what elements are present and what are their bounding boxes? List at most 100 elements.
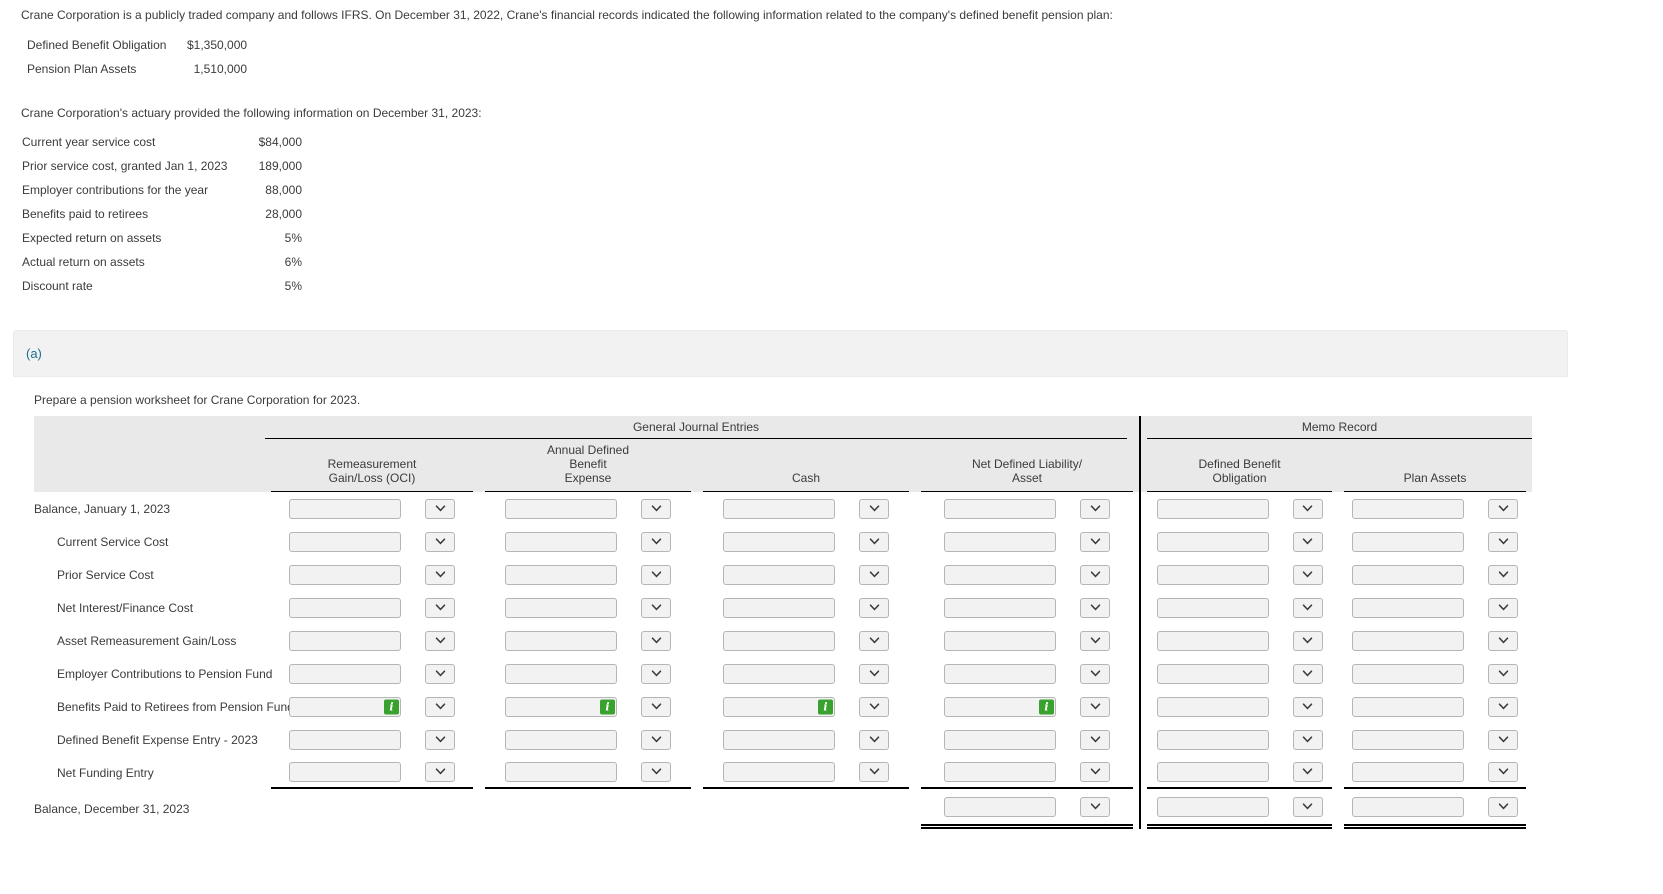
cell-select[interactable] xyxy=(1292,531,1323,552)
cell-input[interactable] xyxy=(1352,531,1465,552)
cell-select[interactable] xyxy=(1080,796,1110,817)
cell-select[interactable] xyxy=(1292,696,1323,717)
cell-input[interactable] xyxy=(944,696,1056,717)
cell-select[interactable] xyxy=(859,663,889,684)
cell-select[interactable] xyxy=(1080,696,1110,717)
cell-select[interactable] xyxy=(859,531,889,552)
cell-select[interactable] xyxy=(641,663,671,684)
cell-input[interactable] xyxy=(944,597,1056,618)
info-icon[interactable]: i xyxy=(600,699,615,714)
cell-input[interactable] xyxy=(1352,729,1465,750)
info-icon[interactable]: i xyxy=(384,699,399,714)
cell-input[interactable] xyxy=(1156,761,1269,782)
cell-input[interactable] xyxy=(944,729,1056,750)
cell-select[interactable] xyxy=(425,761,455,782)
cell-select[interactable] xyxy=(425,531,455,552)
cell-input[interactable] xyxy=(723,696,835,717)
cell-input[interactable] xyxy=(723,597,835,618)
cell-select[interactable] xyxy=(1292,729,1323,750)
cell-input[interactable] xyxy=(505,663,617,684)
cell-input[interactable] xyxy=(723,531,835,552)
cell-select[interactable] xyxy=(1292,498,1323,519)
cell-input[interactable] xyxy=(1352,564,1465,585)
cell-select[interactable] xyxy=(641,564,671,585)
cell-select[interactable] xyxy=(425,696,455,717)
cell-input[interactable] xyxy=(1156,796,1269,817)
cell-select[interactable] xyxy=(1080,761,1110,782)
part-a-section-header[interactable]: (a) xyxy=(13,330,1568,377)
cell-input[interactable] xyxy=(289,531,401,552)
cell-select[interactable] xyxy=(425,597,455,618)
cell-input[interactable] xyxy=(289,729,401,750)
cell-select[interactable] xyxy=(425,663,455,684)
cell-input[interactable] xyxy=(1352,663,1465,684)
cell-select[interactable] xyxy=(859,729,889,750)
cell-select[interactable] xyxy=(859,630,889,651)
cell-input[interactable] xyxy=(289,696,401,717)
cell-select[interactable] xyxy=(425,564,455,585)
cell-select[interactable] xyxy=(1488,761,1519,782)
cell-input[interactable] xyxy=(289,663,401,684)
cell-input[interactable] xyxy=(944,531,1056,552)
cell-input[interactable] xyxy=(723,564,835,585)
cell-select[interactable] xyxy=(641,531,671,552)
cell-input[interactable] xyxy=(289,564,401,585)
cell-input[interactable] xyxy=(723,729,835,750)
cell-select[interactable] xyxy=(425,630,455,651)
cell-select[interactable] xyxy=(1292,630,1323,651)
cell-input[interactable] xyxy=(1156,564,1269,585)
cell-input[interactable] xyxy=(505,597,617,618)
cell-input[interactable] xyxy=(944,564,1056,585)
cell-select[interactable] xyxy=(1292,663,1323,684)
cell-select[interactable] xyxy=(1080,663,1110,684)
cell-select[interactable] xyxy=(1080,729,1110,750)
cell-input[interactable] xyxy=(505,531,617,552)
cell-select[interactable] xyxy=(1080,630,1110,651)
cell-input[interactable] xyxy=(944,630,1056,651)
cell-select[interactable] xyxy=(1488,696,1519,717)
cell-input[interactable] xyxy=(723,761,835,782)
cell-select[interactable] xyxy=(425,498,455,519)
cell-input[interactable] xyxy=(505,696,617,717)
cell-select[interactable] xyxy=(1488,796,1519,817)
cell-input[interactable] xyxy=(944,796,1056,817)
cell-select[interactable] xyxy=(1292,761,1323,782)
info-icon[interactable]: i xyxy=(818,699,833,714)
cell-input[interactable] xyxy=(1156,498,1269,519)
part-a-link[interactable]: (a) xyxy=(26,346,42,361)
cell-select[interactable] xyxy=(1080,498,1110,519)
cell-select[interactable] xyxy=(1488,531,1519,552)
cell-select[interactable] xyxy=(1292,796,1323,817)
cell-input[interactable] xyxy=(505,564,617,585)
cell-input[interactable] xyxy=(505,729,617,750)
cell-input[interactable] xyxy=(1352,630,1465,651)
cell-select[interactable] xyxy=(641,630,671,651)
cell-select[interactable] xyxy=(641,696,671,717)
cell-input[interactable] xyxy=(289,498,401,519)
cell-select[interactable] xyxy=(641,498,671,519)
cell-select[interactable] xyxy=(425,729,455,750)
cell-input[interactable] xyxy=(1156,729,1269,750)
cell-input[interactable] xyxy=(1352,498,1465,519)
cell-select[interactable] xyxy=(859,564,889,585)
cell-input[interactable] xyxy=(944,498,1056,519)
cell-input[interactable] xyxy=(1156,531,1269,552)
cell-input[interactable] xyxy=(723,630,835,651)
cell-select[interactable] xyxy=(1488,729,1519,750)
cell-select[interactable] xyxy=(859,597,889,618)
cell-input[interactable] xyxy=(1352,761,1465,782)
cell-select[interactable] xyxy=(1292,597,1323,618)
cell-input[interactable] xyxy=(944,761,1056,782)
cell-input[interactable] xyxy=(289,630,401,651)
cell-select[interactable] xyxy=(1292,564,1323,585)
cell-select[interactable] xyxy=(1488,564,1519,585)
cell-input[interactable] xyxy=(505,498,617,519)
cell-input[interactable] xyxy=(505,761,617,782)
cell-input[interactable] xyxy=(1156,597,1269,618)
cell-input[interactable] xyxy=(505,630,617,651)
cell-select[interactable] xyxy=(859,761,889,782)
cell-select[interactable] xyxy=(1488,630,1519,651)
cell-input[interactable] xyxy=(723,498,835,519)
cell-select[interactable] xyxy=(859,498,889,519)
cell-select[interactable] xyxy=(641,729,671,750)
